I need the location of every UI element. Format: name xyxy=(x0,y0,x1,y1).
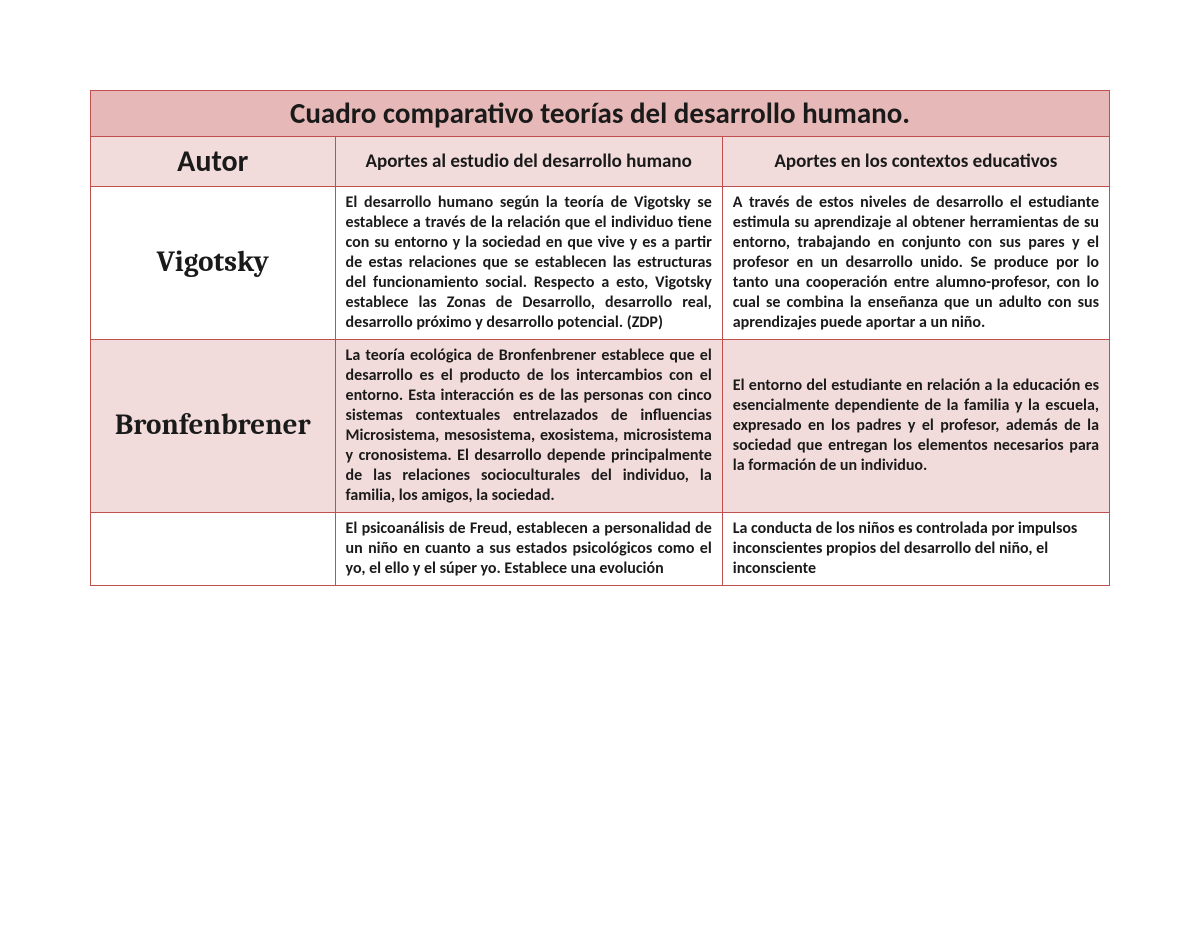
document-page: Cuadro comparativo teorías del desarroll… xyxy=(0,0,1200,586)
header-contributions-education: Aportes en los contextos educativos xyxy=(722,137,1109,187)
author-name: Vigotsky xyxy=(91,187,336,340)
title-row: Cuadro comparativo teorías del desarroll… xyxy=(91,91,1110,137)
table-title: Cuadro comparativo teorías del desarroll… xyxy=(91,91,1110,137)
cell-study: El psicoanálisis de Freud, establecen a … xyxy=(335,513,722,586)
comparison-table: Cuadro comparativo teorías del desarroll… xyxy=(90,90,1110,586)
table-row: El psicoanálisis de Freud, establecen a … xyxy=(91,513,1110,586)
author-name: Bronfenbrener xyxy=(91,340,336,513)
author-name xyxy=(91,513,336,586)
cell-education: A través de estos niveles de desarrollo … xyxy=(722,187,1109,340)
cell-study: El desarrollo humano según la teoría de … xyxy=(335,187,722,340)
cell-study: La teoría ecológica de Bronfenbrener est… xyxy=(335,340,722,513)
header-row: Autor Aportes al estudio del desarrollo … xyxy=(91,137,1110,187)
table-row: Bronfenbrener La teoría ecológica de Bro… xyxy=(91,340,1110,513)
header-author: Autor xyxy=(91,137,336,187)
cell-education: La conducta de los niños es controlada p… xyxy=(722,513,1109,586)
header-contributions-study: Aportes al estudio del desarrollo humano xyxy=(335,137,722,187)
table-row: Vigotsky El desarrollo humano según la t… xyxy=(91,187,1110,340)
cell-education: El entorno del estudiante en relación a … xyxy=(722,340,1109,513)
